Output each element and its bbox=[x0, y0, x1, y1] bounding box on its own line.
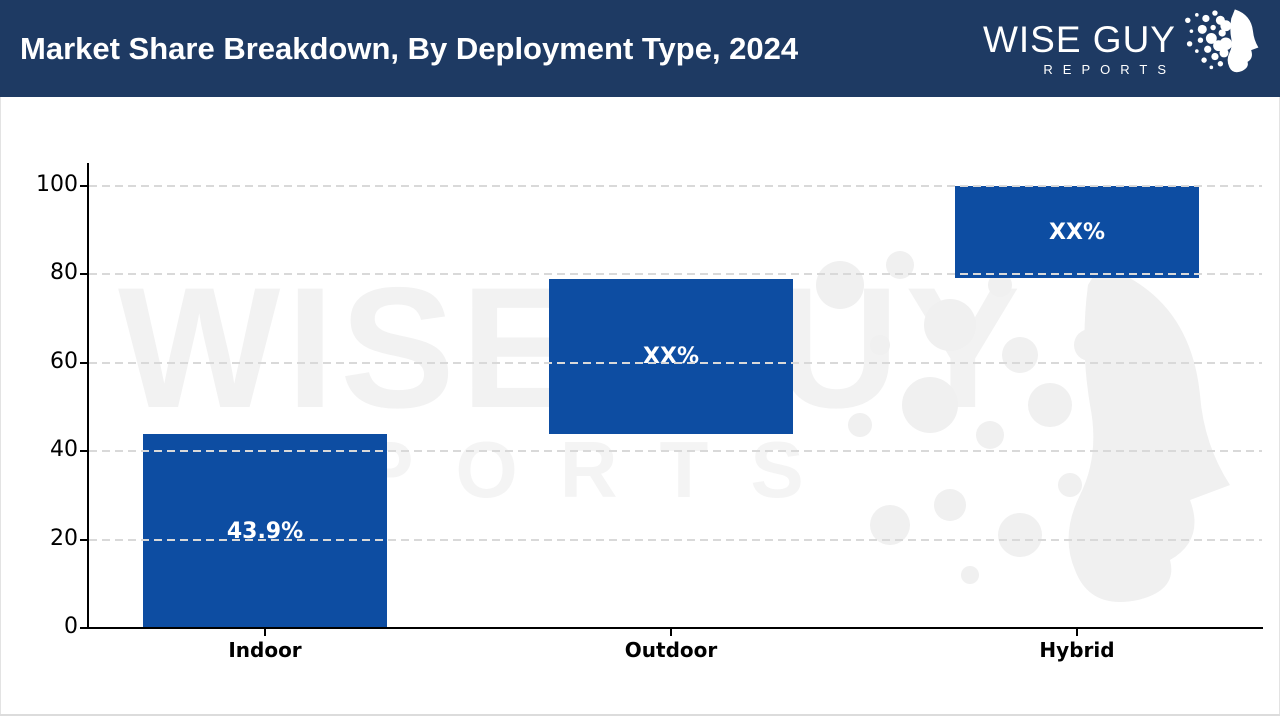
y-tick-mark bbox=[80, 273, 87, 275]
y-tick-mark bbox=[80, 450, 87, 452]
gridline bbox=[89, 450, 1262, 452]
bar-label-outdoor: XX% bbox=[643, 344, 699, 369]
watermark-dotted-face bbox=[770, 225, 1240, 609]
brand-name: WISE GUY bbox=[982, 19, 1176, 61]
gridline bbox=[89, 362, 1262, 364]
header-band: Market Share Breakdown, By Deployment Ty… bbox=[0, 0, 1280, 97]
bar-outdoor: XX% bbox=[549, 279, 793, 434]
x-tick-mark bbox=[670, 629, 672, 636]
gridline bbox=[89, 185, 1262, 187]
y-tick-label-0: 0 bbox=[64, 614, 78, 639]
y-tick-label-40: 40 bbox=[50, 437, 78, 462]
x-label-hybrid: Hybrid bbox=[1039, 638, 1115, 662]
brand-logo: WISE GUY REPORTS bbox=[983, 6, 1270, 92]
y-tick-mark bbox=[80, 362, 87, 364]
y-tick-label-60: 60 bbox=[50, 349, 78, 374]
brand-logo-text: WISE GUY REPORTS bbox=[982, 19, 1176, 77]
gridline bbox=[89, 539, 1262, 541]
x-tick-mark bbox=[1076, 629, 1078, 636]
y-tick-mark bbox=[80, 185, 87, 187]
brand-subname: REPORTS bbox=[1043, 61, 1176, 77]
y-tick-mark bbox=[80, 539, 87, 541]
y-tick-mark bbox=[80, 627, 87, 629]
bar-label-hybrid: XX% bbox=[1049, 219, 1105, 245]
frame-edge-bottom bbox=[0, 714, 1280, 716]
chart-title: Market Share Breakdown, By Deployment Ty… bbox=[20, 30, 799, 66]
dotted-face-logo-icon bbox=[1178, 4, 1270, 94]
bar-indoor: 43.9% bbox=[143, 434, 387, 628]
y-tick-label-80: 80 bbox=[50, 260, 78, 285]
x-axis-line bbox=[87, 627, 1263, 629]
x-tick-mark bbox=[264, 629, 266, 636]
frame-edge-left bbox=[0, 97, 1, 715]
y-axis-line bbox=[87, 163, 89, 629]
gridline bbox=[89, 273, 1262, 275]
bar-hybrid: XX% bbox=[955, 186, 1199, 278]
y-tick-label-100: 100 bbox=[36, 172, 78, 197]
y-tick-label-20: 20 bbox=[50, 526, 78, 551]
x-label-indoor: Indoor bbox=[228, 638, 302, 662]
x-label-outdoor: Outdoor bbox=[624, 638, 718, 662]
